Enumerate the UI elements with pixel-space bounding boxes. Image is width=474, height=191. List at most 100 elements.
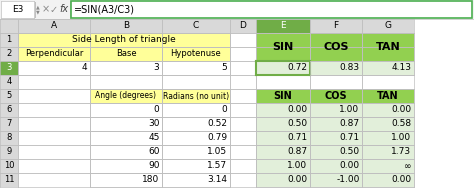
Bar	[256, 103, 310, 117]
Bar	[256, 145, 310, 159]
Text: 0.00: 0.00	[392, 176, 411, 185]
Bar	[362, 75, 414, 89]
Text: Angle (degrees): Angle (degrees)	[95, 91, 156, 100]
Bar	[362, 131, 414, 145]
Text: 0: 0	[222, 105, 228, 114]
Bar	[162, 47, 230, 61]
Bar	[362, 61, 414, 75]
Text: 4: 4	[6, 78, 12, 87]
Bar	[310, 159, 362, 173]
Text: ▲: ▲	[36, 4, 40, 9]
Text: 5: 5	[222, 63, 228, 73]
Bar	[256, 89, 310, 103]
Text: 0.00: 0.00	[287, 105, 308, 114]
Bar	[230, 173, 256, 187]
Bar	[362, 117, 414, 131]
Text: 0.00: 0.00	[339, 162, 359, 171]
Bar	[362, 131, 414, 145]
Text: 5: 5	[6, 91, 12, 100]
Text: 45: 45	[148, 134, 159, 142]
Bar	[362, 159, 414, 173]
Bar	[362, 173, 414, 187]
Bar	[256, 173, 310, 187]
Bar	[18, 61, 90, 75]
Bar	[0, 131, 18, 145]
Bar	[256, 61, 310, 75]
Bar	[310, 89, 362, 103]
Bar	[0, 0, 474, 19]
Bar	[162, 75, 230, 89]
Bar	[90, 47, 162, 61]
Text: TAN: TAN	[377, 91, 399, 101]
Text: 3: 3	[6, 63, 12, 73]
Bar	[230, 33, 256, 47]
Bar	[362, 145, 414, 159]
Bar	[310, 61, 362, 75]
Bar	[18, 19, 90, 33]
Text: Perpendicular: Perpendicular	[25, 49, 83, 58]
Text: 9: 9	[6, 147, 12, 156]
Bar	[256, 103, 310, 117]
Bar	[256, 33, 310, 47]
Bar	[18, 159, 90, 173]
Bar	[362, 89, 414, 103]
Bar	[310, 89, 362, 103]
Bar	[162, 131, 230, 145]
Bar	[310, 33, 362, 47]
Text: 60: 60	[148, 147, 159, 156]
Bar	[310, 33, 362, 61]
Text: E3: E3	[12, 5, 23, 14]
Bar	[0, 19, 18, 33]
Bar	[310, 75, 362, 89]
Bar	[90, 89, 162, 103]
Bar	[90, 89, 162, 103]
Bar	[90, 47, 162, 61]
Text: B: B	[123, 22, 129, 31]
Bar	[162, 61, 230, 75]
Bar	[362, 33, 414, 47]
Text: G: G	[384, 22, 392, 31]
Bar	[256, 159, 310, 173]
Text: 1.00: 1.00	[339, 105, 359, 114]
Text: COS: COS	[325, 91, 347, 101]
Bar	[256, 33, 310, 61]
Bar	[162, 145, 230, 159]
Bar	[90, 145, 162, 159]
Text: 1: 1	[6, 36, 12, 45]
Text: E: E	[280, 22, 286, 31]
Bar	[0, 47, 18, 61]
Text: SIN: SIN	[273, 42, 293, 52]
Text: 8: 8	[6, 134, 12, 142]
Bar	[256, 47, 310, 61]
Text: 4.13: 4.13	[392, 63, 411, 73]
Bar	[18, 47, 90, 61]
Bar	[310, 131, 362, 145]
Bar	[310, 173, 362, 187]
Text: 0.00: 0.00	[287, 176, 308, 185]
Bar	[90, 103, 162, 117]
Text: Side Length of triangle: Side Length of triangle	[72, 36, 176, 45]
Bar	[18, 103, 90, 117]
Bar	[256, 131, 310, 145]
Bar	[162, 159, 230, 173]
Bar	[230, 117, 256, 131]
Bar	[162, 173, 230, 187]
Text: 0.79: 0.79	[207, 134, 228, 142]
Bar	[230, 159, 256, 173]
Text: 10: 10	[4, 162, 14, 171]
Bar	[362, 145, 414, 159]
Text: 3.14: 3.14	[208, 176, 228, 185]
Bar	[310, 117, 362, 131]
Bar	[362, 103, 414, 117]
Text: 0.71: 0.71	[287, 134, 308, 142]
Bar	[162, 117, 230, 131]
Text: ∞: ∞	[404, 162, 411, 171]
Bar	[18, 117, 90, 131]
Bar	[18, 75, 90, 89]
Bar	[310, 19, 362, 33]
Text: 1.00: 1.00	[287, 162, 308, 171]
Bar	[90, 159, 162, 173]
Bar	[362, 117, 414, 131]
Bar	[18, 61, 90, 75]
Bar	[310, 47, 362, 61]
